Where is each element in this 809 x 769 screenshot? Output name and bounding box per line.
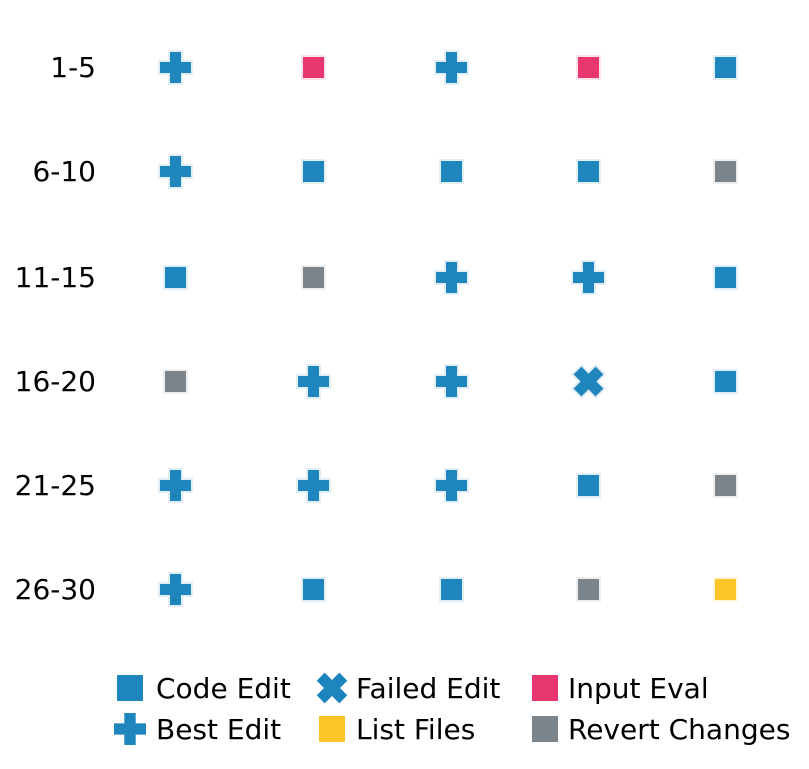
best-edit-plus-marker: [157, 571, 193, 607]
legend-label: Failed Edit: [356, 671, 501, 705]
row-label: 1-5: [50, 50, 96, 84]
best-edit-plus-marker: [433, 49, 469, 85]
code-edit-square-marker: [162, 264, 188, 290]
best-edit-plus-marker: [157, 49, 193, 85]
row-label: 26-30: [14, 572, 96, 606]
best-edit-plus-marker: [157, 153, 193, 189]
code-edit-square-marker: [438, 158, 464, 184]
list-files-square-marker: [712, 576, 738, 602]
revert-changes-square-marker: [712, 158, 738, 184]
revert-changes-square-marker: [162, 368, 188, 394]
best-edit-plus-marker: [433, 363, 469, 399]
code-edit-square-marker: [575, 158, 601, 184]
revert-changes-square-marker: [575, 576, 601, 602]
best-edit-plus-marker: [433, 467, 469, 503]
code-edit-square-marker: [300, 576, 326, 602]
legend-label: Revert Changes: [568, 712, 791, 746]
row-label: 16-20: [14, 364, 96, 398]
code-edit-square-marker: [575, 472, 601, 498]
revert-changes-square-marker: [712, 472, 738, 498]
code-edit-square-marker-legend: [115, 673, 145, 703]
row-label: 6-10: [32, 154, 96, 188]
code-edit-square-marker: [712, 54, 738, 80]
legend-label: Input Eval: [568, 671, 709, 705]
legend-label: Code Edit: [156, 671, 291, 705]
revert-changes-square-marker-legend: [530, 714, 560, 744]
legend-label: Best Edit: [156, 712, 282, 746]
row-label: 21-25: [14, 468, 96, 502]
code-edit-square-marker: [438, 576, 464, 602]
best-edit-plus-marker: [295, 363, 331, 399]
failed-edit-x-marker-legend: [315, 671, 349, 705]
input-eval-square-marker: [300, 54, 326, 80]
code-edit-square-marker: [712, 368, 738, 394]
best-edit-plus-marker-legend: [113, 712, 147, 746]
code-edit-square-marker: [300, 158, 326, 184]
code-edit-square-marker: [712, 264, 738, 290]
best-edit-plus-marker: [295, 467, 331, 503]
revert-changes-square-marker: [300, 264, 326, 290]
best-edit-plus-marker: [433, 259, 469, 295]
best-edit-plus-marker: [570, 259, 606, 295]
input-eval-square-marker-legend: [530, 673, 560, 703]
failed-edit-x-marker: [570, 363, 606, 399]
input-eval-square-marker: [575, 54, 601, 80]
legend-label: List Files: [356, 712, 476, 746]
list-files-square-marker-legend: [317, 714, 347, 744]
best-edit-plus-marker: [157, 467, 193, 503]
row-label: 11-15: [14, 260, 96, 294]
